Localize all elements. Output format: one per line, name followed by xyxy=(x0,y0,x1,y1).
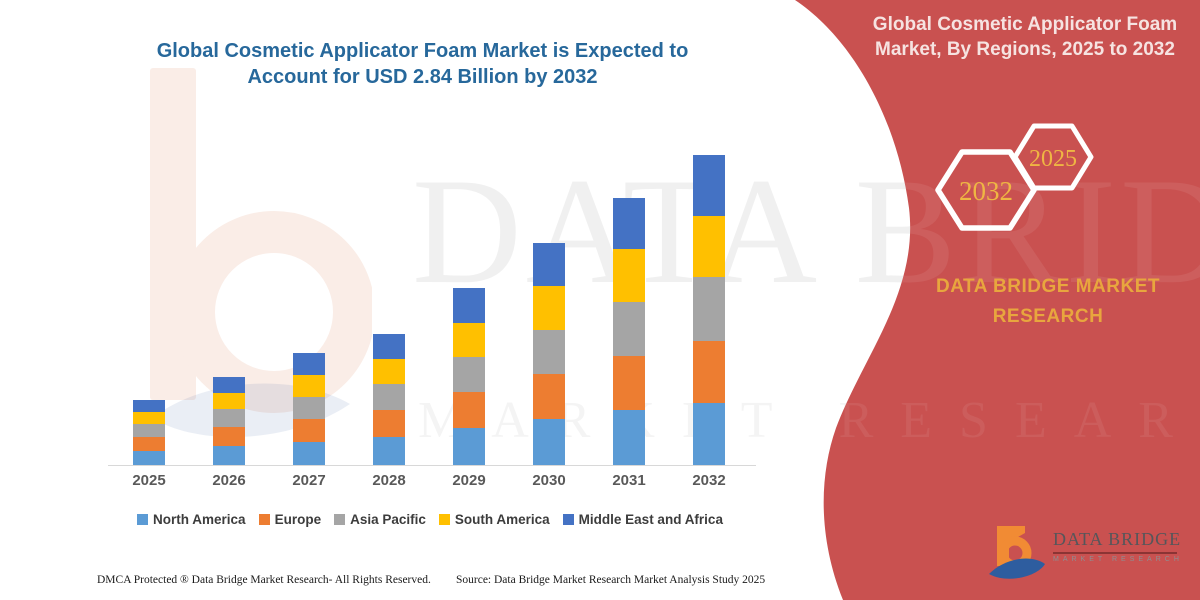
bar-2025 xyxy=(133,400,165,465)
x-tick-2027: 2027 xyxy=(292,472,326,489)
bar-segment-2029-europe xyxy=(453,392,485,428)
bar-segment-2025-south-america xyxy=(133,412,165,424)
bar-2028 xyxy=(373,334,405,465)
bar-segment-2026-middle-east-and-africa xyxy=(213,377,245,393)
legend-item-middle-east-and-africa: Middle East and Africa xyxy=(562,512,723,527)
bar-segment-2032-north-america xyxy=(693,403,725,465)
x-tick-2031: 2031 xyxy=(612,472,646,489)
bar-segment-2027-south-america xyxy=(293,375,325,397)
bar-segment-2029-asia-pacific xyxy=(453,357,485,392)
bar-segment-2027-north-america xyxy=(293,442,325,465)
panel-heading: Global Cosmetic Applicator Foam Market, … xyxy=(872,14,1178,60)
databridge-logo-icon xyxy=(985,520,1051,586)
legend-label: North America xyxy=(153,512,246,527)
bar-segment-2030-asia-pacific xyxy=(533,330,565,374)
bar-segment-2025-north-america xyxy=(133,451,165,465)
bar-segment-2029-north-america xyxy=(453,428,485,465)
legend-item-europe: Europe xyxy=(258,512,322,527)
logo-subtitle: MARKET RESEARCH xyxy=(1053,556,1183,563)
bar-2026 xyxy=(213,377,245,465)
legend-swatch-europe xyxy=(258,514,270,525)
legend-label: Europe xyxy=(274,512,322,527)
bar-segment-2031-europe xyxy=(613,356,645,410)
stacked-bar-chart xyxy=(108,140,756,466)
bar-segment-2032-asia-pacific xyxy=(693,277,725,341)
bar-segment-2027-europe xyxy=(293,419,325,442)
legend-swatch-south-america xyxy=(438,514,450,525)
hexagon-2032-label: 2032 xyxy=(959,176,1013,206)
bar-segment-2032-middle-east-and-africa xyxy=(693,155,725,216)
source-note: Source: Data Bridge Market Research Mark… xyxy=(456,574,766,586)
legend-label: South America xyxy=(454,512,550,527)
hexagon-2025 xyxy=(1015,126,1091,188)
bar-2032 xyxy=(693,155,725,465)
bar-segment-2030-middle-east-and-africa xyxy=(533,243,565,286)
x-tick-2025: 2025 xyxy=(132,472,166,489)
bar-segment-2028-north-america xyxy=(373,437,405,465)
bar-segment-2030-south-america xyxy=(533,286,565,330)
legend-swatch-asia-pacific xyxy=(334,514,346,525)
bar-segment-2029-south-america xyxy=(453,323,485,357)
legend-swatch-north-america xyxy=(137,514,149,525)
bar-segment-2027-asia-pacific xyxy=(293,397,325,419)
legend-swatch-middle-east-and-africa xyxy=(562,514,574,525)
bar-2031 xyxy=(613,198,645,465)
dmca-notice: DMCA Protected ® Data Bridge Market Rese… xyxy=(97,574,431,586)
legend-item-asia-pacific: Asia Pacific xyxy=(334,512,426,527)
bar-segment-2031-asia-pacific xyxy=(613,302,645,356)
x-tick-2028: 2028 xyxy=(372,472,406,489)
bar-segment-2026-south-america xyxy=(213,393,245,409)
logo-name: DATA BRIDGE xyxy=(1053,529,1182,549)
legend-label: Middle East and Africa xyxy=(578,512,723,527)
bar-segment-2028-middle-east-and-africa xyxy=(373,334,405,359)
bar-segment-2028-europe xyxy=(373,410,405,437)
bar-segment-2028-south-america xyxy=(373,359,405,384)
year-hexagons: 2032 2025 xyxy=(925,115,1105,240)
x-tick-2030: 2030 xyxy=(532,472,566,489)
bar-segment-2030-europe xyxy=(533,374,565,419)
bar-segment-2025-europe xyxy=(133,437,165,451)
bar-segment-2031-north-america xyxy=(613,410,645,465)
legend-item-south-america: South America xyxy=(438,512,550,527)
bar-segment-2031-south-america xyxy=(613,249,645,302)
bar-segment-2026-north-america xyxy=(213,446,245,465)
bar-2029 xyxy=(453,288,485,465)
bar-2030 xyxy=(533,243,565,465)
bar-segment-2028-asia-pacific xyxy=(373,384,405,410)
x-tick-2026: 2026 xyxy=(212,472,246,489)
x-axis-labels: 2025 2026 2027 2028 2029 2030 2031 2032 xyxy=(0,472,760,492)
x-tick-2032: 2032 xyxy=(692,472,726,489)
databridge-logo: DATA BRIDGE MARKET RESEARCH xyxy=(985,520,1185,590)
bar-segment-2026-europe xyxy=(213,427,245,446)
bar-segment-2031-middle-east-and-africa xyxy=(613,198,645,249)
bar-segment-2032-europe xyxy=(693,341,725,403)
bar-segment-2025-asia-pacific xyxy=(133,424,165,437)
hexagon-2025-label: 2025 xyxy=(1029,146,1077,172)
legend-label: Asia Pacific xyxy=(350,512,426,527)
brand-caption: DATA BRIDGE MARKET RESEARCH xyxy=(936,276,1160,327)
bar-segment-2026-asia-pacific xyxy=(213,409,245,427)
bar-segment-2029-middle-east-and-africa xyxy=(453,288,485,323)
bar-segment-2027-middle-east-and-africa xyxy=(293,353,325,375)
chart-legend: North America Europe Asia Pacific South Ame… xyxy=(100,512,760,527)
x-tick-2029: 2029 xyxy=(452,472,486,489)
databridge-logo-text: DATA BRIDGE MARKET RESEARCH xyxy=(1053,529,1183,563)
chart-title: Global Cosmetic Applicator Foam Market i… xyxy=(156,40,689,88)
legend-item-north-america: North America xyxy=(137,512,246,527)
logo-divider xyxy=(1053,552,1177,554)
bar-segment-2025-middle-east-and-africa xyxy=(133,400,165,412)
bar-segment-2032-south-america xyxy=(693,216,725,277)
bar-2027 xyxy=(293,353,325,465)
watermark-b-bowl xyxy=(173,211,372,413)
bar-segment-2030-north-america xyxy=(533,419,565,465)
